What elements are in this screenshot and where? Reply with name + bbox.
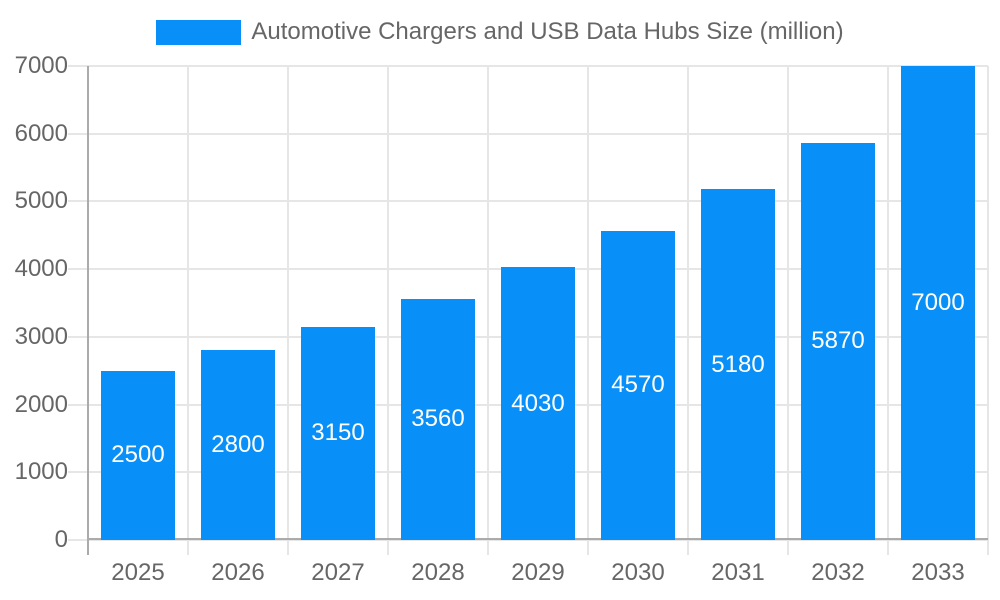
bar-value-label: 5870 [811, 327, 865, 355]
y-tick-label: 5000 [14, 187, 68, 215]
y-gridline [68, 65, 988, 67]
bar-2025[interactable]: 2500 [101, 370, 175, 540]
y-tick-label: 0 [54, 526, 68, 553]
x-gridline [787, 66, 789, 555]
x-gridline [487, 66, 489, 555]
x-gridline [287, 66, 289, 555]
bar-value-label: 2800 [211, 431, 265, 459]
y-tick-label: 3000 [14, 322, 68, 350]
y-tick-label: 7000 [14, 52, 68, 79]
x-gridline [887, 66, 889, 555]
y-tick-label: 1000 [14, 458, 68, 486]
y-gridline [68, 200, 988, 203]
bar-2033[interactable]: 7000 [901, 66, 975, 540]
x-tick-label: 2025 [111, 559, 165, 586]
x-tick-label: 2032 [811, 559, 865, 586]
plot-area: 0 1000 2000 3000 4000 5000 6000 7000 2500 2025 280… [15, 54, 989, 586]
bar-2026[interactable]: 2800 [201, 350, 275, 540]
y-tick-label: 6000 [14, 119, 68, 147]
x-gridline [587, 66, 589, 555]
y-tick-label: 4000 [14, 255, 68, 283]
x-tick-label: 2027 [311, 559, 365, 586]
x-tick-label: 2031 [711, 559, 765, 586]
bar-2028[interactable]: 3560 [401, 298, 475, 540]
y-gridline [68, 539, 988, 541]
bar-value-label: 3560 [411, 405, 465, 433]
bar-value-label: 3150 [311, 419, 365, 447]
x-gridline [187, 66, 189, 555]
x-gridline [987, 66, 989, 555]
bar-value-label: 2500 [111, 441, 165, 469]
x-tick-label: 2028 [411, 559, 465, 586]
x-gridline [387, 66, 389, 555]
bar-value-label: 4570 [611, 371, 665, 399]
bar-value-label: 7000 [911, 289, 965, 316]
y-gridline [68, 132, 988, 135]
bar-2030[interactable]: 4570 [601, 230, 675, 540]
bar-2032[interactable]: 5870 [801, 142, 875, 540]
legend-swatch[interactable] [156, 19, 242, 45]
x-gridline [687, 66, 689, 555]
y-axis-line [87, 66, 89, 555]
bar-value-label: 5180 [711, 350, 765, 378]
y-tick-label: 2000 [14, 390, 68, 418]
bar-2029[interactable]: 4030 [501, 267, 575, 540]
legend-label[interactable]: Automotive Chargers and USB Data Hubs Si… [251, 18, 844, 45]
bar-2031[interactable]: 5180 [701, 189, 775, 540]
bar-value-label: 4030 [511, 389, 565, 417]
legend[interactable]: Automotive Chargers and USB Data Hubs Si… [0, 19, 1000, 45]
x-tick-label: 2030 [611, 559, 665, 586]
bar-2027[interactable]: 3150 [301, 326, 375, 540]
x-tick-label: 2033 [911, 559, 965, 586]
x-tick-label: 2026 [211, 559, 265, 586]
x-tick-label: 2029 [511, 559, 565, 586]
